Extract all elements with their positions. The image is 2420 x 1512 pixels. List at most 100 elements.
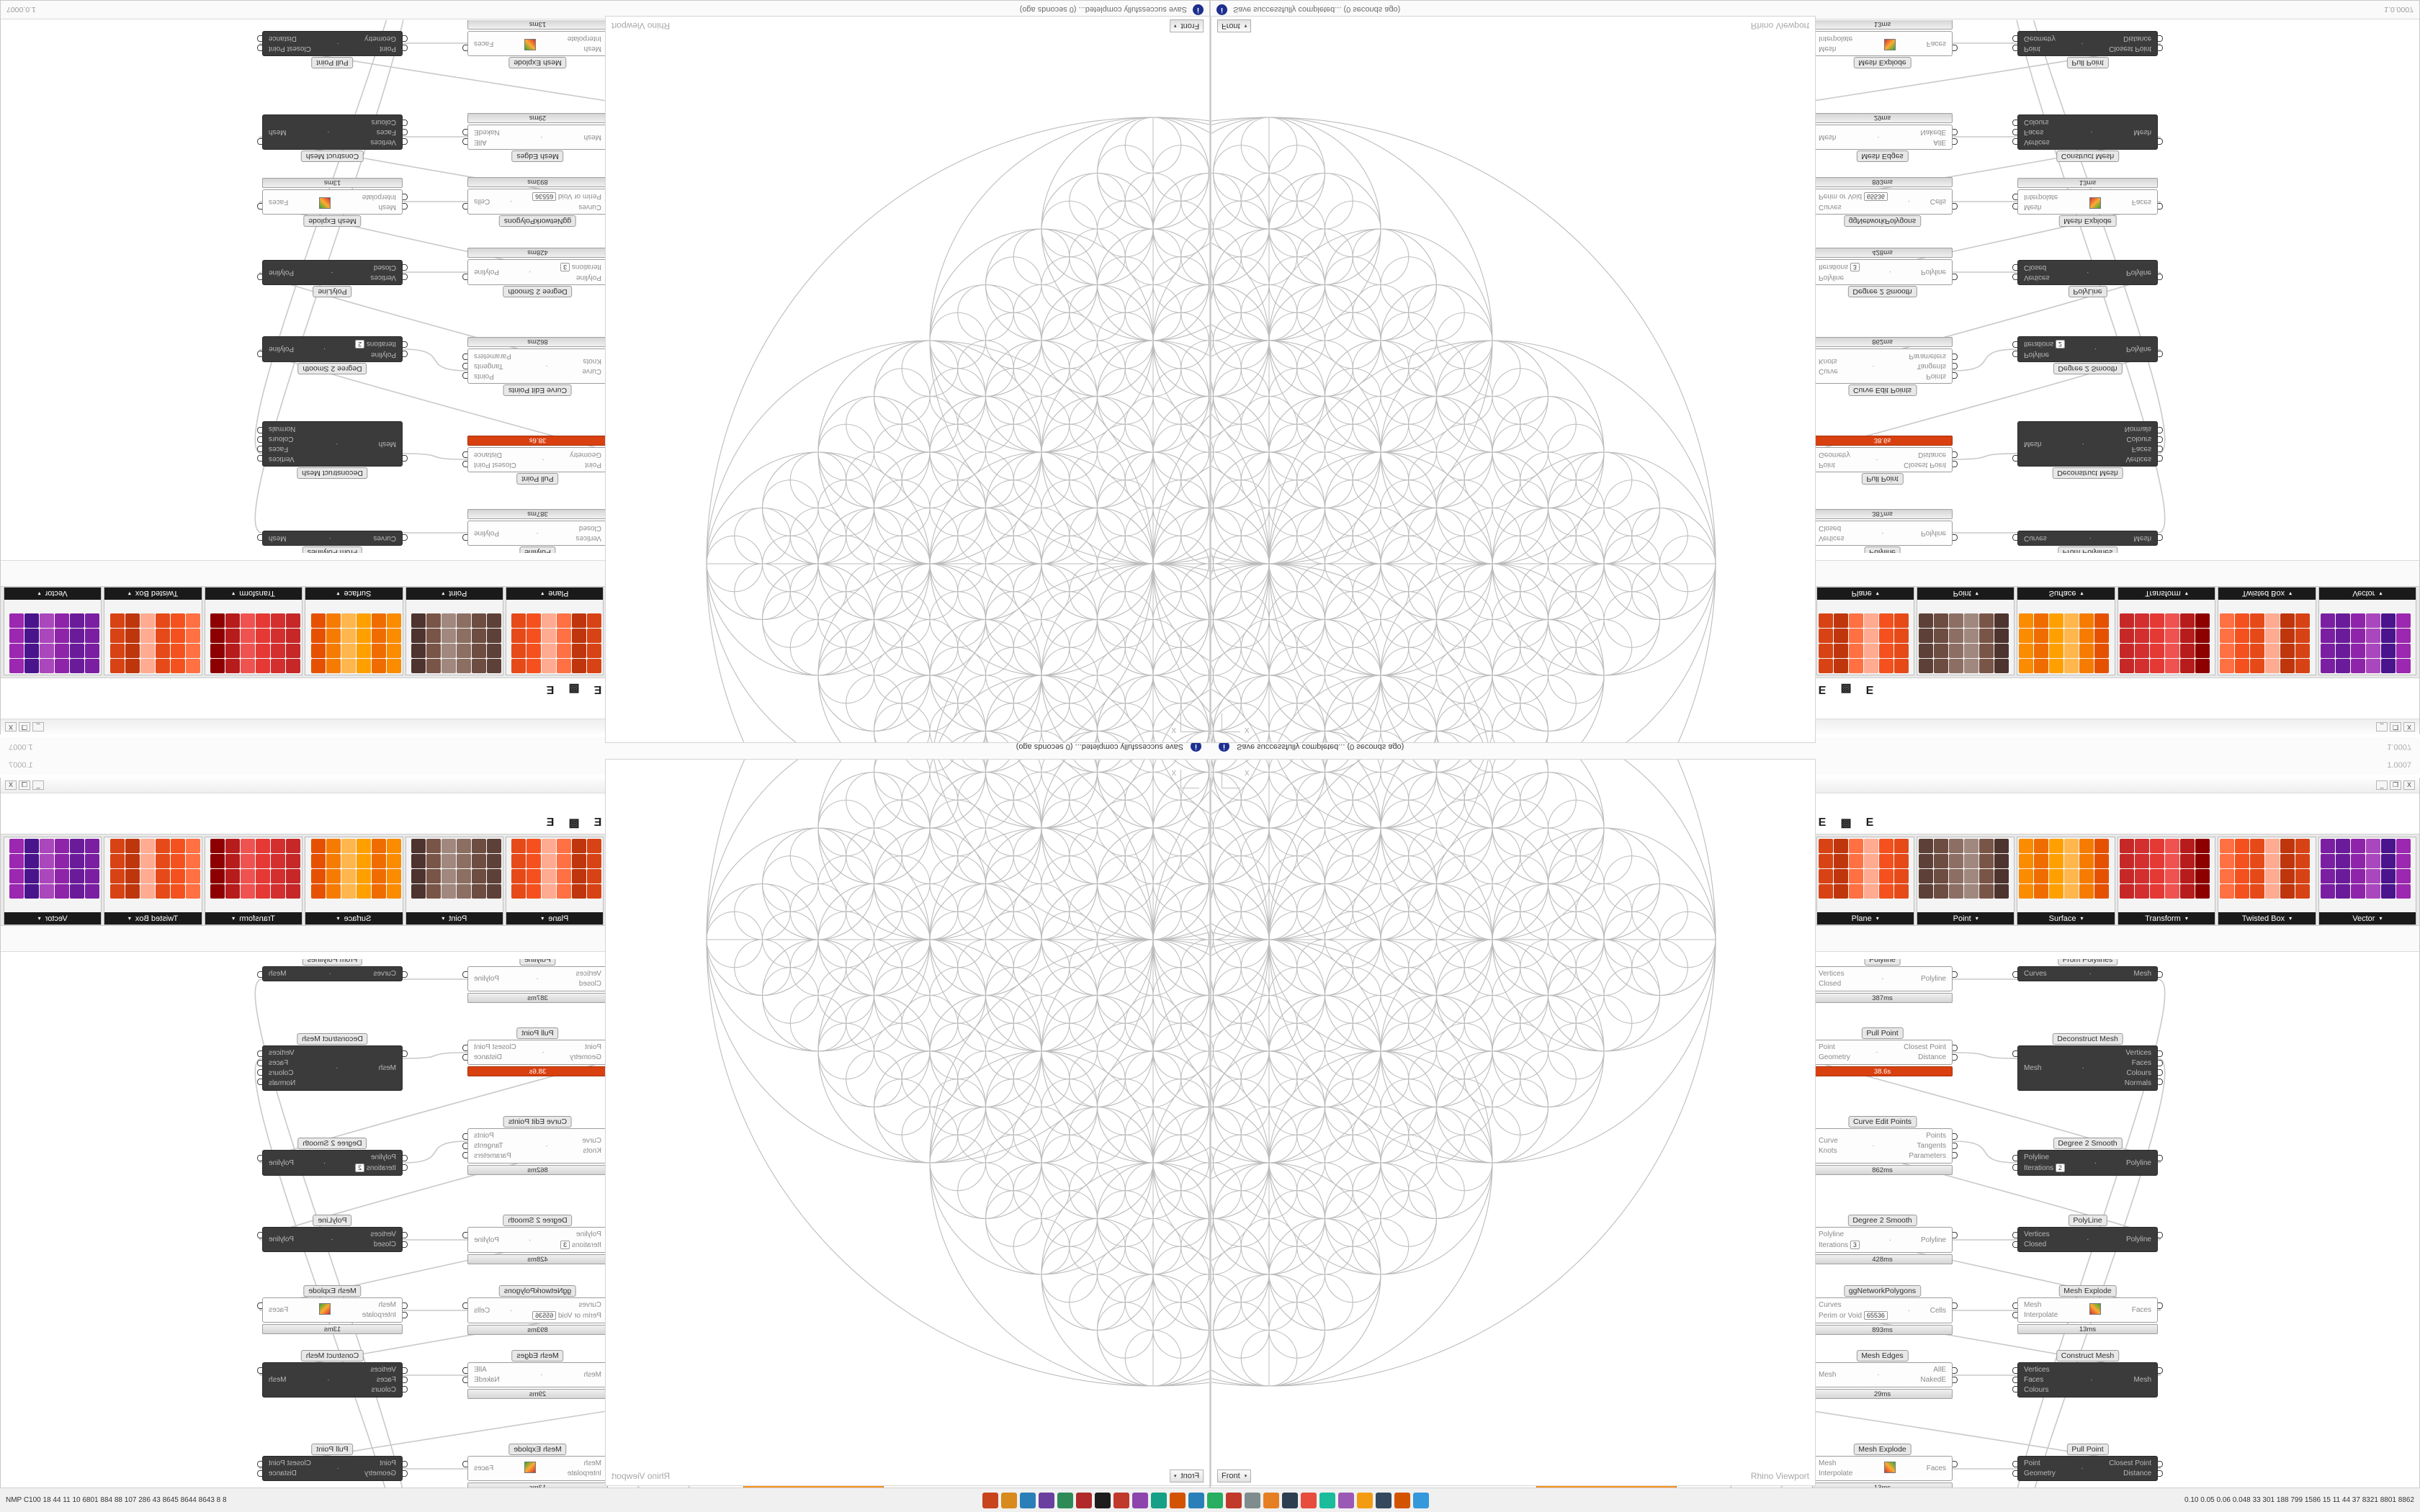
component-icon[interactable] <box>2396 629 2411 643</box>
gh-component-body[interactable]: Polyline Iterations 3 · Polyline <box>462 259 613 285</box>
component-icon[interactable] <box>2094 839 2110 853</box>
port-pip-out[interactable] <box>1953 1461 1958 1467</box>
component-icon[interactable] <box>587 644 602 658</box>
port-pip-out[interactable] <box>257 1232 262 1238</box>
component-icon[interactable] <box>125 659 140 673</box>
component-icon[interactable] <box>511 644 526 658</box>
component-icon[interactable] <box>2396 884 2411 899</box>
gh-input-port[interactable]: Knots <box>583 357 601 365</box>
gh-input-port[interactable]: Colours <box>2024 118 2049 126</box>
gh-component[interactable]: PolyLine Vertices Closed · Polyline <box>257 260 408 297</box>
component-icon[interactable] <box>1863 659 1878 673</box>
component-icon[interactable] <box>2094 644 2110 658</box>
component-icon[interactable] <box>1933 629 1948 643</box>
gh-output-port[interactable]: Faces <box>269 198 289 206</box>
component-icon[interactable] <box>572 884 587 899</box>
ribbon-glyph-26[interactable]: ▩ <box>1840 817 1852 829</box>
ribbon-group-icons[interactable] <box>1917 600 2014 675</box>
gh-output-port[interactable]: Closest Point <box>474 461 516 469</box>
component-icon[interactable] <box>2335 839 2350 853</box>
component-icon[interactable] <box>2094 613 2110 628</box>
component-icon[interactable] <box>511 839 526 853</box>
component-icon[interactable] <box>1978 644 1994 658</box>
port-pip-out[interactable] <box>462 1133 467 1140</box>
component-icon[interactable] <box>2235 644 2250 658</box>
ribbon-group-twisted-box[interactable]: Twisted Box ▾ <box>2218 837 2316 925</box>
component-icon[interactable] <box>1818 659 1833 673</box>
component-icon[interactable] <box>310 644 326 658</box>
component-icon[interactable] <box>542 869 557 883</box>
chevron-down-icon[interactable]: ▾ <box>2184 590 2188 597</box>
port-pip-in[interactable] <box>403 274 408 280</box>
component-icon[interactable] <box>1948 644 1963 658</box>
chevron-down-icon[interactable]: ▾ <box>1173 23 1177 28</box>
component-icon[interactable] <box>2350 613 2365 628</box>
port-pip-in[interactable] <box>2012 194 2017 200</box>
ribbon-group-point[interactable]: Point ▾ <box>1916 587 2015 675</box>
ribbon-group-twisted-box[interactable]: Twisted Box ▾ <box>104 587 202 675</box>
component-icon[interactable] <box>457 629 472 643</box>
component-icon[interactable] <box>386 659 401 673</box>
tray-icon-5[interactable] <box>1075 1492 1092 1508</box>
gh-output-port[interactable]: Closest Point <box>2109 1459 2151 1467</box>
component-icon[interactable] <box>2049 629 2064 643</box>
window-controls[interactable]: _ ❐ X <box>2376 780 2415 790</box>
gh-input-port[interactable]: Vertices <box>2024 1366 2050 1374</box>
gh-input-port[interactable]: Geometry <box>2024 1470 2056 1477</box>
port-pip-in[interactable] <box>403 1050 408 1057</box>
component-icon[interactable] <box>557 659 572 673</box>
component-icon[interactable] <box>2320 854 2335 868</box>
component-icon[interactable] <box>1963 854 1978 868</box>
component-icon[interactable] <box>2049 839 2064 853</box>
component-icon[interactable] <box>2049 613 2064 628</box>
component-icon[interactable] <box>55 644 70 658</box>
component-icon[interactable] <box>2079 644 2094 658</box>
ribbon-tab-label-plane[interactable]: Plane ▾ <box>506 588 604 600</box>
close-button[interactable]: X <box>2403 780 2415 790</box>
component-icon[interactable] <box>256 613 271 628</box>
gh-input-port[interactable]: Curve <box>582 1137 601 1145</box>
component-icon[interactable] <box>2235 854 2250 868</box>
port-pip-out[interactable] <box>1953 372 1958 379</box>
component-icon[interactable] <box>2280 629 2295 643</box>
component-icon[interactable] <box>426 869 442 883</box>
port-pip-in[interactable] <box>2012 1377 2017 1383</box>
gh-output-port[interactable]: Mesh <box>269 970 287 978</box>
gh-param-value[interactable]: 65536 <box>532 192 557 201</box>
port-pip-out[interactable] <box>2158 1079 2163 1085</box>
gh-param-value[interactable]: 2 <box>355 1164 365 1172</box>
port-pip-in[interactable] <box>403 1302 408 1309</box>
port-pip-in[interactable] <box>2012 45 2017 51</box>
rhino-viewport-bottom-left[interactable]: x Rhino Viewport Front ▾ <box>605 759 1210 1486</box>
gh-input-port[interactable]: Mesh <box>2024 1301 2042 1309</box>
component-icon[interactable] <box>1978 839 1994 853</box>
component-icon[interactable] <box>2019 644 2034 658</box>
ribbon-group-plane[interactable]: Plane ▾ <box>1816 587 1914 675</box>
component-icon[interactable] <box>85 884 100 899</box>
component-icon[interactable] <box>241 613 256 628</box>
component-icon[interactable] <box>371 629 386 643</box>
component-icon[interactable] <box>326 629 341 643</box>
component-icon[interactable] <box>2335 854 2350 868</box>
component-icon[interactable] <box>2250 839 2265 853</box>
component-icon[interactable] <box>2119 884 2134 899</box>
gh-output-port[interactable]: Polyline <box>2125 1236 2151 1243</box>
gh-input-port[interactable]: Geometry <box>570 451 601 459</box>
component-icon[interactable] <box>286 644 301 658</box>
component-icon[interactable] <box>472 613 487 628</box>
tray-icon-13[interactable] <box>1225 1492 1242 1508</box>
component-icon[interactable] <box>256 659 271 673</box>
component-icon[interactable] <box>2064 629 2079 643</box>
component-icon[interactable] <box>2265 869 2280 883</box>
component-icon[interactable] <box>140 629 155 643</box>
component-icon[interactable] <box>2265 629 2280 643</box>
component-icon[interactable] <box>457 884 472 899</box>
ribbon-group-twisted-box[interactable]: Twisted Box ▾ <box>2218 587 2316 675</box>
component-icon[interactable] <box>1948 839 1963 853</box>
component-icon[interactable] <box>40 884 55 899</box>
component-icon[interactable] <box>24 854 40 868</box>
port-pip-in[interactable] <box>403 1461 408 1467</box>
gh-param-value[interactable]: 3 <box>560 263 570 271</box>
port-pip-out[interactable] <box>2158 35 2163 42</box>
gh-component[interactable]: PolyLine Vertices Closed · Polyline <box>2012 1215 2163 1252</box>
